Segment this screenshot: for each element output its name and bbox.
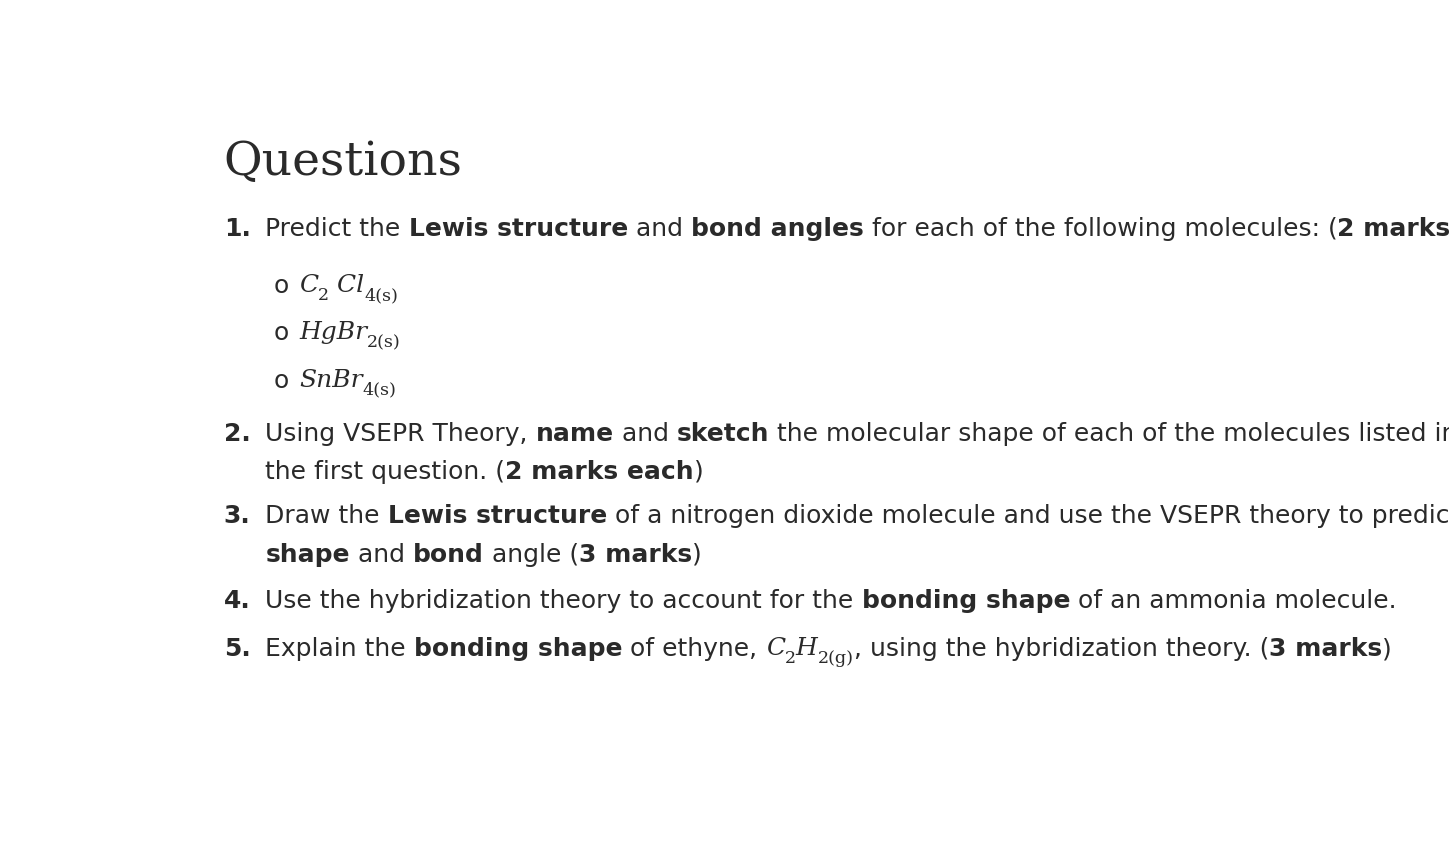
Text: 2(g): 2(g) <box>817 650 853 667</box>
Text: sketch: sketch <box>677 422 769 445</box>
Text: 2 marks each: 2 marks each <box>506 460 694 484</box>
Text: of ethyne,: of ethyne, <box>623 637 765 661</box>
Text: H: H <box>796 637 817 660</box>
Text: Using VSEPR Theory,: Using VSEPR Theory, <box>265 422 536 445</box>
Text: bonding shape: bonding shape <box>862 589 1071 613</box>
Text: the molecular shape of each of the molecules listed in: the molecular shape of each of the molec… <box>769 422 1449 445</box>
Text: the first question. (: the first question. ( <box>265 460 506 484</box>
Text: 4.: 4. <box>223 589 251 613</box>
Text: Lewis structure: Lewis structure <box>409 217 627 241</box>
Text: o: o <box>274 321 288 344</box>
Text: angle (: angle ( <box>484 543 578 567</box>
Text: Predict the: Predict the <box>265 217 409 241</box>
Text: Draw the: Draw the <box>265 505 388 529</box>
Text: SnBr: SnBr <box>298 369 362 392</box>
Text: 3 marks: 3 marks <box>578 543 693 567</box>
Text: and: and <box>627 217 691 241</box>
Text: and: and <box>349 543 413 567</box>
Text: bond: bond <box>413 543 484 567</box>
Text: C: C <box>298 274 319 297</box>
Text: Use the hybridization theory to account for the: Use the hybridization theory to account … <box>265 589 862 613</box>
Text: Questions: Questions <box>223 139 462 185</box>
Text: 3.: 3. <box>223 505 251 529</box>
Text: 2 marks each: 2 marks each <box>1337 217 1449 241</box>
Text: 2.: 2. <box>223 422 251 445</box>
Text: ): ) <box>1382 637 1392 661</box>
Text: 2: 2 <box>319 287 329 304</box>
Text: and: and <box>614 422 677 445</box>
Text: 4(s): 4(s) <box>364 287 398 304</box>
Text: C: C <box>765 637 785 660</box>
Text: 4(s): 4(s) <box>362 381 397 399</box>
Text: Explain the: Explain the <box>265 637 414 661</box>
Text: HgBr: HgBr <box>298 321 367 344</box>
Text: ): ) <box>693 543 701 567</box>
Text: 2(s): 2(s) <box>367 334 401 351</box>
Text: of a nitrogen dioxide molecule and use the VSEPR theory to predict its: of a nitrogen dioxide molecule and use t… <box>607 505 1449 529</box>
Text: o: o <box>274 369 288 393</box>
Text: 2: 2 <box>785 650 796 667</box>
Text: shape: shape <box>265 543 349 567</box>
Text: for each of the following molecules: (: for each of the following molecules: ( <box>864 217 1337 241</box>
Text: bonding shape: bonding shape <box>414 637 623 661</box>
Text: 5.: 5. <box>223 637 251 661</box>
Text: 3 marks: 3 marks <box>1269 637 1382 661</box>
Text: ): ) <box>694 460 704 484</box>
Text: , using the hybridization theory. (: , using the hybridization theory. ( <box>853 637 1269 661</box>
Text: of an ammonia molecule.: of an ammonia molecule. <box>1071 589 1397 613</box>
Text: name: name <box>536 422 614 445</box>
Text: 1.: 1. <box>223 217 251 241</box>
Text: o: o <box>274 274 288 298</box>
Text: bond angles: bond angles <box>691 217 864 241</box>
Text: Cl: Cl <box>329 274 364 297</box>
Text: Lewis structure: Lewis structure <box>388 505 607 529</box>
